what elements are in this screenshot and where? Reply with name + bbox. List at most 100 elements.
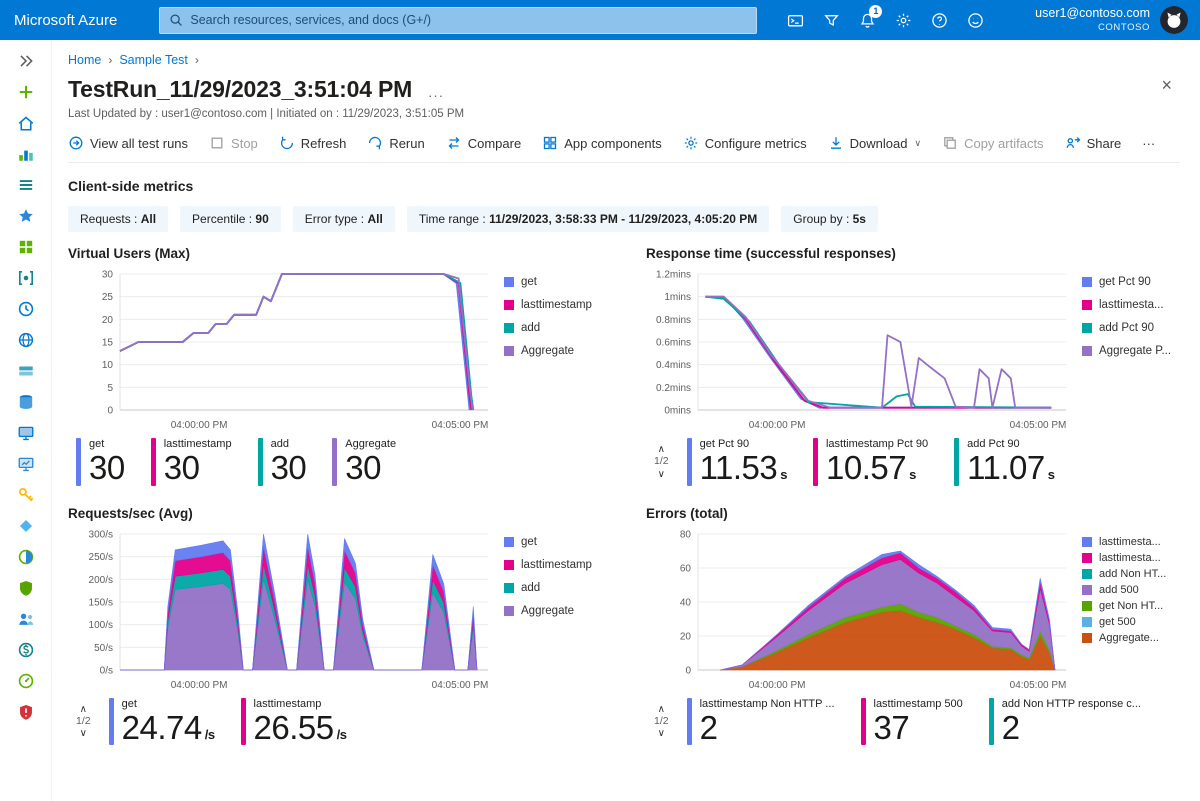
legend-item[interactable]: get: [504, 536, 610, 548]
legend-item[interactable]: get 500: [1082, 616, 1188, 628]
pager-down-icon[interactable]: ∨: [657, 728, 665, 740]
main-content: Home › Sample Test › TestRun_11/29/2023_3:5…: [52, 40, 1200, 801]
toolbar-more-button[interactable]: ···: [1142, 136, 1155, 151]
sidebar-item-favorites[interactable]: [7, 200, 45, 231]
legend-item[interactable]: get Non HT...: [1082, 600, 1188, 612]
sidebar-item-home[interactable]: [7, 107, 45, 138]
legend-item[interactable]: lasttimesta...: [1082, 552, 1188, 564]
stat-value: 2: [1001, 708, 1020, 746]
legend-item[interactable]: Aggregate P...: [1082, 345, 1188, 357]
svg-text:25: 25: [102, 292, 114, 303]
legend-label: add 500: [1099, 583, 1139, 596]
security-center-icon: [19, 580, 32, 596]
legend-item[interactable]: lasttimesta...: [1082, 536, 1188, 548]
sidebar-item-resource-groups[interactable]: [7, 262, 45, 293]
filter-group-by[interactable]: Group by : 5s: [781, 206, 878, 232]
sidebar-item-create[interactable]: [7, 76, 45, 107]
avatar[interactable]: [1160, 6, 1188, 34]
help-support-icon: [19, 704, 32, 720]
svg-text:0.4mins: 0.4mins: [656, 360, 691, 371]
stat-label: add Non HTTP response c...: [1001, 697, 1141, 710]
sidebar-item-users[interactable]: [7, 603, 45, 634]
account-menu[interactable]: user1@contoso.com CONTOSO: [1035, 6, 1150, 34]
toolbar-compare-button[interactable]: Compare: [446, 135, 521, 151]
legend-item[interactable]: add Pct 90: [1082, 322, 1188, 334]
directory-filter-button[interactable]: [815, 4, 847, 36]
sidebar-item-all-resources[interactable]: [7, 231, 45, 262]
stat-color-bar: [76, 438, 81, 486]
stats-pager: ∧ 1/2 ∨: [76, 704, 91, 740]
close-icon[interactable]: ×: [1161, 75, 1172, 95]
pager-down-icon[interactable]: ∨: [79, 728, 87, 740]
search-input[interactable]: [190, 13, 748, 27]
toolbar-download-button[interactable]: Download ∨: [828, 135, 921, 151]
toolbar-app-components-button[interactable]: App components: [542, 135, 662, 151]
breadcrumb-link[interactable]: Home: [68, 53, 102, 67]
stat-content: Aggregate 30: [345, 438, 396, 486]
pager-up-icon[interactable]: ∧: [79, 703, 87, 715]
sidebar-item-security-center[interactable]: [7, 572, 45, 603]
users-icon: [18, 613, 33, 625]
sidebar-item-monitor[interactable]: [7, 665, 45, 696]
title-more-button[interactable]: ···: [428, 88, 445, 103]
legend-item[interactable]: lasttimesta...: [1082, 299, 1188, 311]
sidebar-item-advisor[interactable]: [7, 541, 45, 572]
toolbar-configure-metrics-button[interactable]: Configure metrics: [683, 135, 807, 151]
sidebar-item-collapse[interactable]: [7, 45, 45, 76]
response-time-chart[interactable]: 0mins 0.2mins 0.4mins 0.6mins 0.8mins 1mins 1.…: [646, 264, 1078, 436]
help-button[interactable]: [923, 4, 955, 36]
sidebar-item-sql-databases[interactable]: [7, 386, 45, 417]
sidebar-item-recent[interactable]: [7, 293, 45, 324]
sidebar-item-load-testing[interactable]: [7, 448, 45, 479]
sidebar-item-key-vaults[interactable]: [7, 479, 45, 510]
feedback-button[interactable]: [959, 4, 991, 36]
legend-item[interactable]: Aggregate: [504, 605, 610, 617]
toolbar-share-button[interactable]: Share: [1065, 135, 1121, 151]
sidebar-item-dashboard[interactable]: [7, 138, 45, 169]
virtual-users-chart[interactable]: 0 5 10 15 20 25 30 04:00:00 PM 04:05:00 PM: [68, 264, 500, 436]
legend-swatch: [1082, 536, 1092, 547]
notifications-button[interactable]: 1: [851, 4, 883, 36]
sidebar-item-cost-management[interactable]: [7, 634, 45, 665]
chart-body-virtual-users: 0 5 10 15 20 25 30 04:00:00 PM 04:05:00 PM get las…: [68, 264, 610, 436]
cloud-shell-button[interactable]: [779, 4, 811, 36]
pager-up-icon[interactable]: ∧: [657, 703, 665, 715]
legend-item[interactable]: Aggregate...: [1082, 632, 1188, 644]
settings-button[interactable]: [887, 4, 919, 36]
toolbar-rerun-button[interactable]: Rerun: [367, 135, 425, 151]
svg-text:15: 15: [102, 338, 114, 349]
legend-item[interactable]: add: [504, 322, 610, 334]
compare-icon: [446, 135, 462, 151]
command-bar: View all test runs Stop Refresh Rerun Compar…: [68, 135, 1180, 163]
sidebar-item-app-services[interactable]: [7, 324, 45, 355]
sidebar-item-help-support[interactable]: [7, 696, 45, 727]
legend-item[interactable]: Aggregate: [504, 345, 610, 357]
stats-requests-per-sec: ∧ 1/2 ∨ get 24.74/s lasttimestamp 26.55/s: [68, 697, 610, 746]
legend-response-time: get Pct 90 lasttimesta... add Pct 90 Aggreg…: [1082, 264, 1188, 368]
sidebar-item-storage-accounts[interactable]: [7, 355, 45, 386]
legend-item[interactable]: get: [504, 276, 610, 288]
sidebar-item-all-services[interactable]: [7, 169, 45, 200]
sidebar-item-cosmos-db[interactable]: [7, 510, 45, 541]
breadcrumb-link[interactable]: Sample Test: [119, 53, 188, 67]
filter-requests[interactable]: Requests : All: [68, 206, 169, 232]
filter-error-type[interactable]: Error type : All: [292, 206, 395, 232]
errors-total-chart[interactable]: 0 20 40 60 80 04:00:00 PM 04:05:00 PM: [646, 524, 1078, 696]
legend-item[interactable]: lasttimestamp: [504, 559, 610, 571]
legend-item[interactable]: add Non HT...: [1082, 568, 1188, 580]
global-search[interactable]: [159, 6, 758, 34]
legend-item[interactable]: add: [504, 582, 610, 594]
filter-time-range[interactable]: Time range : 11/29/2023, 3:58:33 PM - 11…: [406, 206, 770, 232]
pager-up-icon[interactable]: ∧: [657, 444, 665, 456]
legend-item[interactable]: lasttimestamp: [504, 299, 610, 311]
sidebar-item-virtual-machines[interactable]: [7, 417, 45, 448]
toolbar-refresh-button[interactable]: Refresh: [279, 135, 346, 151]
legend-swatch: [504, 605, 514, 616]
azure-logo[interactable]: Microsoft Azure: [14, 11, 118, 29]
filter-percentile[interactable]: Percentile : 90: [180, 206, 281, 232]
toolbar-view-all-runs-button[interactable]: View all test runs: [68, 135, 188, 151]
pager-down-icon[interactable]: ∨: [657, 468, 665, 480]
legend-item[interactable]: add 500: [1082, 584, 1188, 596]
requests-per-sec-chart[interactable]: 0/s 50/s 100/s 150/s 200/s 250/s 300/s 04:00:00…: [68, 524, 500, 696]
legend-item[interactable]: get Pct 90: [1082, 276, 1188, 288]
